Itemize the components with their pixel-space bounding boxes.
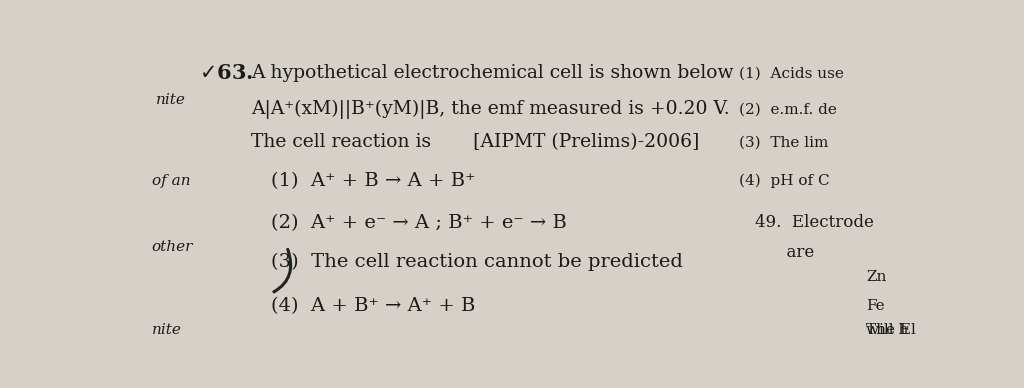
Text: A hypothetical electrochemical cell is shown below: A hypothetical electrochemical cell is s… bbox=[251, 64, 733, 82]
Text: The El: The El bbox=[866, 323, 915, 338]
Text: of an: of an bbox=[152, 174, 190, 188]
Text: (1)  A⁺ + B → A + B⁺: (1) A⁺ + B → A + B⁺ bbox=[270, 172, 475, 190]
Text: (2)  A⁺ + e⁻ → A ; B⁺ + e⁻ → B: (2) A⁺ + e⁻ → A ; B⁺ + e⁻ → B bbox=[270, 214, 566, 232]
Text: (2)  e.m.f. de: (2) e.m.f. de bbox=[739, 102, 837, 116]
Text: Fe: Fe bbox=[866, 300, 885, 314]
Text: (3)  The cell reaction cannot be predicted: (3) The cell reaction cannot be predicte… bbox=[270, 253, 683, 271]
Text: (1)  Acids use: (1) Acids use bbox=[739, 66, 844, 80]
Text: are: are bbox=[755, 244, 814, 261]
Text: (4)  A + B⁺ → A⁺ + B: (4) A + B⁺ → A⁺ + B bbox=[270, 298, 475, 315]
Text: (4)  pH of C: (4) pH of C bbox=[739, 174, 829, 188]
Text: A|A⁺(xM)||B⁺(yM)|B, the emf measured is +0.20 V.: A|A⁺(xM)||B⁺(yM)|B, the emf measured is … bbox=[251, 100, 730, 119]
Text: The cell reaction is       [AIPMT (Prelims)-2006]: The cell reaction is [AIPMT (Prelims)-20… bbox=[251, 133, 699, 151]
Text: Zn: Zn bbox=[866, 270, 887, 284]
Text: $\checkmark$63.: $\checkmark$63. bbox=[200, 64, 254, 83]
Text: nite: nite bbox=[156, 94, 185, 107]
Text: nite: nite bbox=[152, 323, 181, 338]
Text: will h: will h bbox=[866, 323, 908, 338]
Text: (3)  The lim: (3) The lim bbox=[739, 135, 828, 149]
FancyArrowPatch shape bbox=[274, 249, 291, 292]
Text: 49.  Electrode: 49. Electrode bbox=[755, 214, 873, 231]
Text: other: other bbox=[152, 240, 194, 254]
